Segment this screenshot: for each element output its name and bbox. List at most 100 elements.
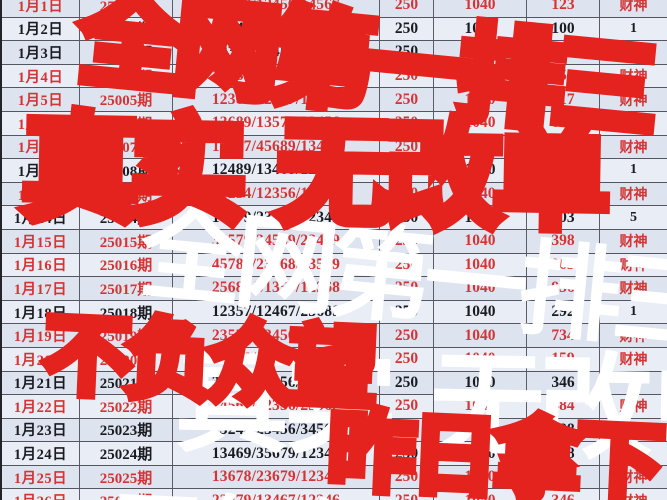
cell-win: 1040 — [434, 395, 527, 418]
cell-mark: 1 — [630, 20, 637, 36]
cell-period: 25001期 — [80, 0, 173, 17]
cell-numbers: 13469/35679/12345 — [173, 442, 380, 465]
cell-date: 1月14日 — [2, 206, 80, 229]
cell-result: 123 — [527, 0, 600, 17]
cell-result: 788 — [527, 418, 600, 442]
cell-period: 25017期 — [80, 277, 173, 300]
cell-period: 25019期 — [80, 324, 173, 347]
cell-numbers: 23579/23456/12358 — [173, 324, 380, 347]
cell-numbers: 12489/13468/12567 — [173, 159, 380, 182]
table-row: 1月18日 25018期 12357/12467/23689 250 1040 292 1 — [2, 300, 667, 325]
cell-bet: 250 — [380, 442, 434, 465]
cell-result: 677 — [527, 465, 600, 489]
cell-mark: 财神 — [619, 329, 648, 345]
cell-period: 25008期 — [80, 159, 173, 182]
cell-win: 1040 — [434, 206, 527, 229]
cell-bet: 250 — [380, 111, 434, 135]
cell-bet: 250 — [380, 229, 434, 253]
cell-period: 25020期 — [80, 347, 173, 371]
cell-win: 1040 — [434, 0, 527, 17]
table-row: 1月23日 25023期 13246/23456/34567 250 1040 788 1 — [2, 418, 667, 443]
cell-period: 25016期 — [80, 253, 173, 277]
cell-result: 617 — [527, 88, 600, 111]
cell-bet: 250 — [380, 0, 434, 17]
cell-period: 25002期 — [80, 17, 173, 41]
cell-mark: 1 — [630, 374, 637, 390]
cell-numbers: 23689/13567/12345 — [173, 64, 380, 88]
table-row: 1月6日 25006期 13689/13579/23456 250 1040 656 财神 — [2, 111, 667, 136]
cell-numbers: 25689/01359/12368 — [173, 277, 380, 300]
cell-date: 1月1日 — [2, 0, 80, 17]
cell-numbers: 12468/13579/24679 — [173, 347, 380, 371]
cell-result: 503 — [527, 206, 600, 229]
cell-date: 1月3日 — [2, 41, 80, 64]
table-row: 1月26日25026期23479/13467/123462501040346财神 — [2, 489, 667, 500]
cell-period: 25018期 — [80, 300, 173, 324]
cell-result: 346 — [527, 371, 600, 395]
cell-bet: 250 — [380, 17, 434, 41]
cell-win: 1040 — [434, 17, 527, 41]
cell-bet: 250 — [380, 159, 434, 182]
cell-bet: 250 — [380, 324, 434, 347]
cell-period: 25009期 — [80, 182, 173, 206]
table-row: 1月16日 25016期 45789/23468/13589 250 1040 963 财神 — [2, 253, 667, 278]
cell-period: 25006期 — [80, 111, 173, 135]
cell-numbers: 34567/23456/12346 — [173, 371, 380, 395]
cell-numbers: 14579/23568/12345 — [173, 206, 380, 229]
cell-date: 1月16日 — [2, 253, 80, 277]
cell-numbers: 13689/13579/23456 — [173, 111, 380, 135]
cell-mark: 财神 — [600, 489, 667, 500]
table-row: 1月2日 25002期 02345/12036/12345 250 1040 100 1 — [2, 17, 667, 42]
cell-period: 25026期 — [80, 489, 173, 500]
cell-win: 1040 — [434, 64, 527, 88]
cell-result: 734 — [527, 324, 600, 347]
cell-date: 1月22日 — [2, 395, 80, 418]
table-row: 1月3日 25003期 02345/23456/02346 250 1040 1 — [2, 41, 667, 65]
cell-mark: 财神 — [619, 140, 648, 156]
cell-win: 1040 — [434, 182, 527, 206]
cell-period: 25024期 — [80, 442, 173, 465]
cell-result: 656 — [527, 111, 600, 135]
cell-mark: 财神 — [619, 471, 648, 487]
cell-numbers: 02345/12036/12345 — [173, 17, 380, 41]
cell-result: 398 — [527, 229, 600, 253]
cell-result: 159 — [527, 347, 600, 371]
cell-date: 1月25日 — [2, 465, 80, 489]
cell-numbers: 45789/23468/13589 — [173, 253, 380, 277]
cell-win: 1040 — [434, 135, 527, 159]
cell-mark: 财神 — [619, 400, 648, 416]
table-row: 1月1日 25001期 13570/12456/14567 250 1040 123 财神 — [2, 0, 667, 18]
cell-result: 963 — [527, 253, 600, 277]
table-row: 1月8日 25008期 12489/13468/12567 250 1040 1 — [2, 159, 667, 183]
cell-date: 1月8日 — [2, 159, 80, 182]
cell-mark: 财神 — [619, 70, 648, 86]
cell-result — [527, 135, 600, 159]
cell-numbers: 12368/12467/13579 — [173, 88, 380, 111]
cell-win: 1040 — [434, 111, 527, 135]
cell-result: 100 — [527, 17, 600, 41]
cell-period: 25004期 — [80, 64, 173, 88]
cell-period: 25015期 — [80, 229, 173, 253]
cell-period: 25022期 — [80, 395, 173, 418]
cell-mark: 财神 — [619, 93, 648, 109]
cell-numbers: 13678/23679/12345 — [173, 465, 380, 489]
cell-mark: 1 — [630, 421, 637, 437]
cell-mark: 5 — [630, 209, 637, 225]
cell-date: 1月4日 — [2, 64, 80, 88]
cell-numbers: 34579/24589/23489 — [173, 229, 380, 253]
cell-result — [527, 159, 600, 182]
cell-win: 1040 — [434, 347, 527, 371]
cell-period: 25021期 — [80, 371, 173, 395]
cell-bet: 250 — [380, 300, 434, 324]
cell-period: 25005期 — [80, 88, 173, 111]
table-row: 1月5日 25005期 12368/12467/13579 250 1040 617 财神 — [2, 88, 667, 112]
cell-mark: 1 — [630, 44, 637, 60]
cell-mark: 财神 — [619, 188, 648, 204]
table-row: 1月7日 25007期 12367/45689/13458 250 1040 财神 — [2, 135, 667, 160]
cell-bet: 250 — [380, 253, 434, 277]
cell-result: 292 — [527, 300, 600, 324]
cell-result: 484 — [527, 395, 600, 418]
cell-mark: 1 — [630, 304, 637, 320]
cell-numbers: 12357/12467/23689 — [173, 300, 380, 324]
